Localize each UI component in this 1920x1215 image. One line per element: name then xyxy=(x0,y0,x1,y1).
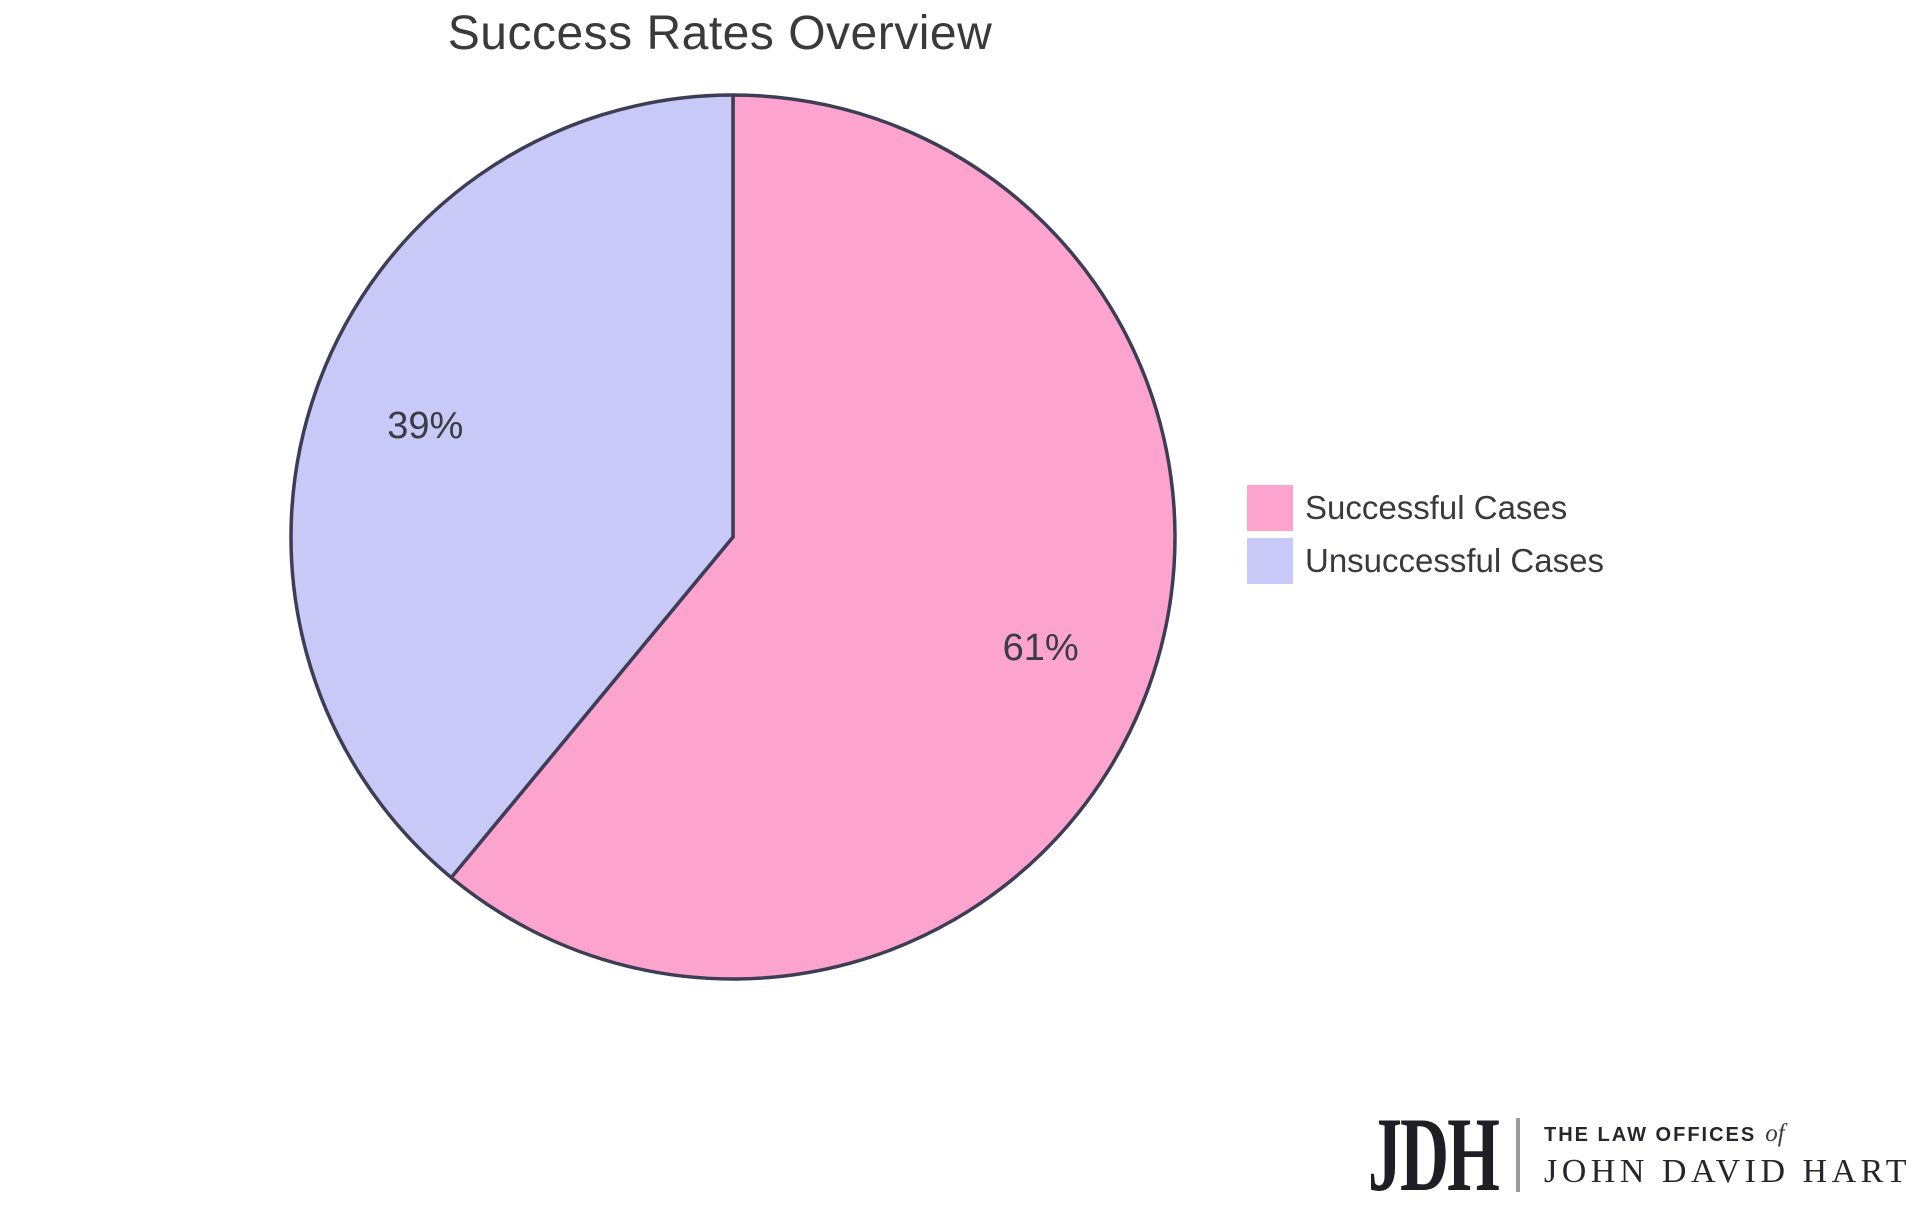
logo-firm-name: JOHN DAVID HART xyxy=(1544,1152,1912,1190)
legend: Successful Cases Unsuccessful Cases xyxy=(1247,485,1604,591)
legend-label: Unsuccessful Cases xyxy=(1305,542,1604,579)
logo-tagline-line: THE LAW OFFICES of xyxy=(1544,1120,1911,1148)
legend-swatch-successful-cases xyxy=(1247,485,1293,531)
firm-logo: JDH THE LAW OFFICES of JOHN DAVID HART xyxy=(1368,1096,1911,1213)
pie-percent-label: 61% xyxy=(1003,627,1079,669)
pie-slice-unsuccessful-cases xyxy=(289,93,735,880)
jdh-monogram: JDH xyxy=(1368,1096,1500,1213)
pie-slice-successful-cases xyxy=(449,93,1177,981)
logo-of: of xyxy=(1765,1119,1785,1147)
legend-label: Successful Cases xyxy=(1305,489,1568,526)
pie-percent-label: 39% xyxy=(387,405,463,447)
logo-text: THE LAW OFFICES of JOHN DAVID HART xyxy=(1544,1120,1911,1191)
logo-tagline: THE LAW OFFICES xyxy=(1544,1123,1757,1146)
jdh-monogram-box: JDH xyxy=(1368,1096,1500,1213)
chart-title: Success Rates Overview xyxy=(447,7,993,60)
pie-chart: 61% 39% xyxy=(289,93,1177,981)
legend-swatch-unsuccessful-cases xyxy=(1247,538,1293,584)
legend-item-successful-cases: Successful Cases xyxy=(1247,485,1604,531)
legend-item-unsuccessful-cases: Unsuccessful Cases xyxy=(1247,538,1604,584)
logo-divider xyxy=(1516,1118,1520,1192)
